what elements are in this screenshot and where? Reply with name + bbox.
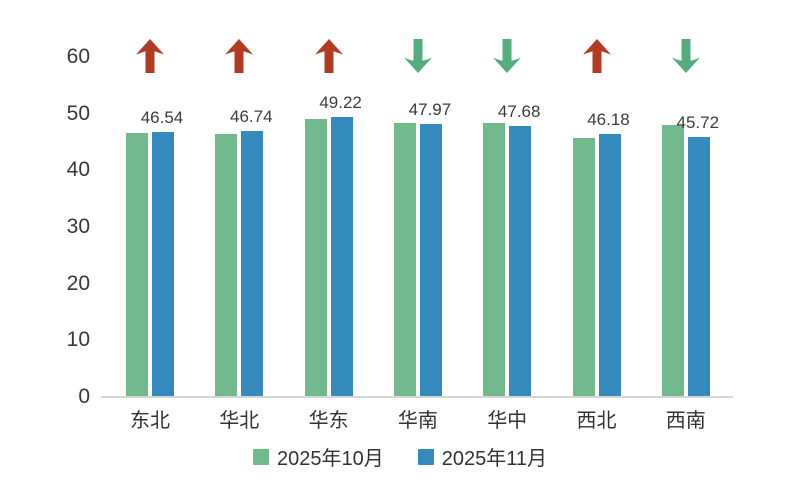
value-label: 46.54 [140, 108, 184, 128]
bar-oct-华东 [304, 119, 327, 396]
bar-oct-华中 [483, 123, 506, 396]
value-label: 47.68 [497, 101, 541, 121]
value-label: 49.22 [319, 93, 362, 113]
value-label: 46.18 [587, 110, 630, 130]
legend-item-nov: 2025年11月 [417, 442, 547, 471]
bar-oct-东北 [126, 133, 148, 396]
bar-nov-东北 [152, 132, 174, 396]
arrow-up-icon [314, 39, 343, 73]
x-axis-line [101, 396, 733, 398]
x-axis-label-西北: 西北 [576, 410, 617, 432]
bar-oct-华南 [393, 122, 416, 396]
y-tick-label: 20 [66, 271, 90, 295]
legend-label-nov: 2025年11月 [441, 448, 547, 470]
arrow-down-icon [671, 39, 700, 73]
y-tick-label: 50 [66, 101, 90, 125]
legend-label-oct: 2025年10月 [276, 448, 384, 470]
y-tick-label: 0 [78, 385, 90, 408]
legend-item-oct: 2025年10月 [252, 442, 384, 471]
x-axis-label-东北: 东北 [130, 410, 170, 432]
arrow-down-icon [493, 39, 522, 73]
legend-swatch-nov [417, 448, 434, 465]
x-axis-label-华中: 华中 [487, 410, 528, 432]
bar-oct-西南 [661, 124, 684, 396]
x-axis-label-西南: 西南 [665, 410, 706, 432]
bar-nov-华北 [241, 131, 264, 396]
arrow-up-icon [582, 39, 611, 73]
y-tick-label: 30 [66, 215, 90, 238]
bar-oct-西北 [572, 137, 595, 396]
legend: 2025年10月 2025年11月 [0, 442, 800, 471]
bar-oct-华北 [215, 134, 238, 396]
legend-swatch-oct [252, 448, 269, 465]
arrow-down-icon [403, 39, 432, 73]
value-label: 46.74 [230, 107, 273, 127]
bar-nov-西南 [687, 136, 710, 396]
arrow-up-icon [225, 39, 254, 73]
x-axis-label-华东: 华东 [308, 410, 349, 432]
x-axis-label-华南: 华南 [397, 410, 438, 432]
y-tick-label: 10 [66, 328, 90, 352]
bar-nov-华中 [509, 125, 532, 396]
bar-nov-华东 [330, 117, 353, 396]
arrow-up-icon [136, 39, 164, 73]
value-label: 45.72 [676, 112, 720, 132]
x-axis-label-华北: 华北 [219, 410, 260, 432]
bar-nov-华南 [419, 124, 442, 396]
value-label: 47.97 [408, 100, 452, 120]
y-tick-label: 40 [66, 158, 90, 182]
y-tick-label: 60 [66, 45, 90, 68]
bar-nov-西北 [598, 134, 621, 396]
